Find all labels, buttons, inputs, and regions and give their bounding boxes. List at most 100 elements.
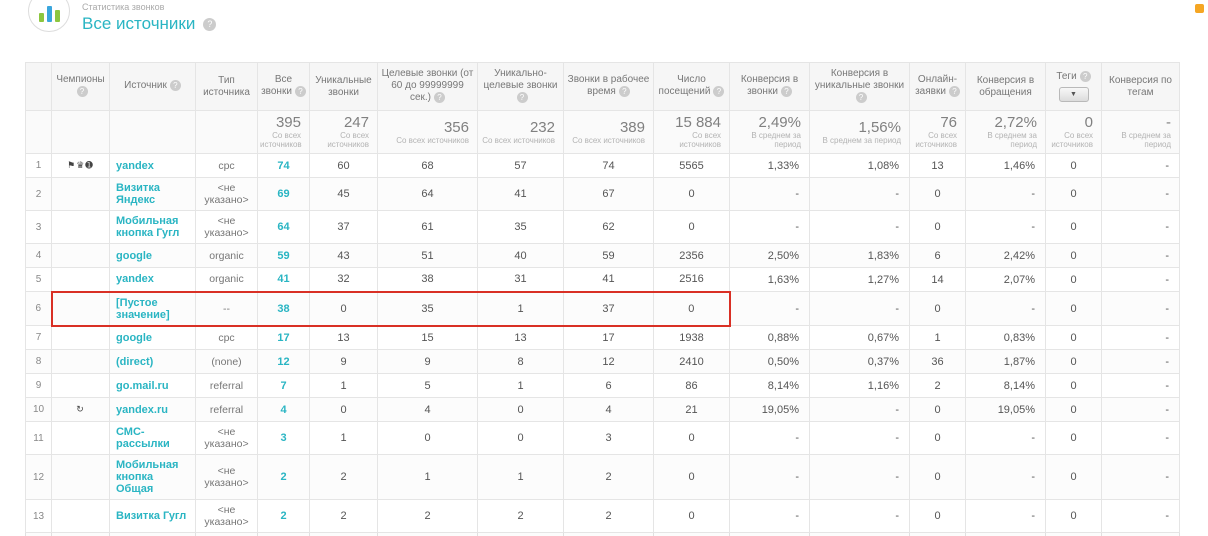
source-link[interactable]: google (116, 249, 153, 262)
cell-conv-calls: 19,05% (729, 397, 810, 422)
all-calls-link[interactable]: 64 (277, 221, 290, 233)
help-icon[interactable]: ? (434, 92, 446, 104)
help-icon[interactable]: ? (948, 86, 960, 98)
table-row: 10 ↻ yandex.ru referral 4 0 4 0 4 21 19,05% -0 19,05… (25, 397, 1180, 422)
source-type-cell: referral (195, 373, 258, 398)
help-icon[interactable]: ? (618, 86, 630, 98)
cell-online-requests: 14 (909, 267, 966, 292)
col-header-unique-target-calls[interactable]: Уникально-целевые звонки? (477, 62, 564, 111)
cell-visits: 0 (653, 454, 730, 500)
source-link[interactable]: google (116, 331, 153, 344)
app-logo[interactable] (28, 0, 70, 32)
champions-cell (51, 421, 110, 455)
cell-online-requests: 2 (909, 373, 966, 398)
source-link[interactable]: Визитка Яндекс (116, 182, 160, 206)
help-icon[interactable]: ? (294, 86, 306, 98)
cell-unique-calls: 13 (309, 325, 378, 350)
title-help-icon[interactable]: ? (203, 17, 217, 31)
cell-visits: 0 (653, 499, 730, 533)
corner-widget-icon[interactable] (1192, 4, 1204, 16)
cell-conv-tags: - (1101, 325, 1180, 350)
all-calls-link[interactable]: 59 (277, 249, 290, 262)
col-header-conv-calls[interactable]: Конверсия в звонки? (729, 62, 810, 111)
all-calls-link[interactable]: 12 (277, 355, 290, 368)
cell-conv-calls: - (729, 454, 810, 500)
col-header-tags[interactable]: Теги? ▼ (1045, 62, 1102, 111)
all-calls-link[interactable]: 38 (277, 302, 290, 315)
champions-cell (51, 267, 110, 292)
cup-icon[interactable]: ♛ (76, 160, 86, 170)
source-cell: google (109, 243, 196, 268)
summary-row: 395 Со всех источников 247 Со всех источник… (25, 110, 1180, 154)
source-link[interactable]: (direct) (116, 355, 154, 368)
flag-icon[interactable]: ⚑ (67, 160, 77, 170)
help-icon[interactable]: ? (1079, 71, 1091, 83)
col-label: Онлайн-заявки (915, 74, 958, 98)
source-link[interactable]: Мобильная кнопка Гугл (116, 215, 180, 239)
source-link[interactable]: Визитка Гугл (116, 510, 187, 522)
col-header-conv-unique-calls[interactable]: Конверсия в уникальные звонки? (809, 62, 910, 111)
help-icon[interactable]: ? (855, 92, 867, 104)
col-header-conv-tags[interactable]: Конверсия по тегам (1101, 62, 1180, 111)
all-calls-link[interactable]: 2 (280, 471, 287, 483)
summary-value: 15 884 (675, 114, 721, 131)
col-label: Конверсия в уникальные звонки (814, 68, 905, 92)
help-icon[interactable]: ? (516, 92, 528, 104)
tags-filter-dropdown[interactable]: ▼ (1058, 86, 1089, 102)
cell-conv-unique-calls: - (809, 397, 910, 422)
col-header-visits[interactable]: Число посещений? (653, 62, 730, 111)
col-header-source-type[interactable]: Тип источника (195, 62, 258, 111)
cell-all-calls: 69 (257, 177, 310, 211)
source-type-cell: referral (195, 397, 258, 422)
summary-value: 232 (529, 118, 555, 136)
all-calls-link[interactable]: 69 (277, 188, 290, 200)
col-header-all-calls[interactable]: Все звонки? (257, 62, 310, 111)
cell-visits: 2516 (653, 267, 730, 292)
summary-value: 76 (940, 114, 957, 131)
cell-all-calls: 2 (257, 499, 310, 533)
medal-icon[interactable]: ➊ (85, 160, 94, 170)
col-header-source[interactable]: Источник? (109, 62, 196, 111)
cell-work-hours-calls: 2 (563, 454, 654, 500)
all-calls-link[interactable]: 3 (280, 432, 287, 444)
source-link[interactable]: yandex (116, 159, 154, 172)
col-header-champions[interactable]: Чемпионы? (51, 62, 110, 111)
cell-unique-target-calls: 40 (477, 243, 564, 268)
champions-cell (51, 373, 110, 398)
source-link[interactable]: СМС-рассылки (116, 426, 170, 450)
all-calls-link[interactable]: 41 (277, 273, 290, 286)
all-calls-link[interactable]: 17 (277, 331, 290, 344)
col-header-unique-calls[interactable]: Уникальные звонки (309, 62, 378, 111)
all-calls-link[interactable]: 7 (280, 379, 287, 392)
help-icon[interactable]: ? (713, 86, 725, 98)
all-calls-link[interactable]: 2 (280, 510, 287, 522)
help-icon[interactable]: ? (76, 86, 88, 98)
help-icon[interactable]: ? (169, 80, 181, 92)
cell-unique-calls: 9 (309, 349, 378, 374)
source-link[interactable]: Мобильная кнопка Общая (116, 459, 179, 495)
help-icon[interactable]: ? (780, 86, 792, 98)
cell-conv-calls: - (729, 421, 810, 455)
row-number-header (25, 62, 52, 111)
source-link[interactable]: go.mail.ru (116, 379, 169, 392)
source-link[interactable]: yandex (116, 273, 154, 286)
cell-unique-target-calls: 2 (477, 499, 564, 533)
source-link[interactable]: yandex.ru (116, 403, 168, 416)
summary-cell-all-calls: 395 Со всех источников (257, 110, 310, 154)
cell-conv-tags: - (1101, 153, 1180, 178)
col-header-work-hours-calls[interactable]: Звонки в рабочее время? (563, 62, 654, 111)
cell-conv-inquiries: 1,46% (965, 153, 1046, 178)
cell-conv-unique-calls: - (809, 421, 910, 455)
summary-value: 395 (275, 114, 301, 131)
cell-online-requests: 0 (909, 454, 966, 500)
all-calls-link[interactable]: 4 (280, 403, 287, 416)
refresh-icon[interactable]: ↻ (76, 404, 85, 414)
cell-visits: 0 (653, 210, 730, 244)
all-calls-link[interactable]: 74 (277, 159, 290, 172)
col-header-conv-inquiries[interactable]: Конверсия в обращения (965, 62, 1046, 111)
col-header-online-requests[interactable]: Онлайн-заявки? (909, 62, 966, 111)
col-header-target-calls[interactable]: Целевые звонки (от 60 до 99999999 сек.)? (377, 62, 478, 111)
source-type-cell: organic (195, 243, 258, 268)
source-link[interactable]: [Пустое значение] (116, 296, 170, 321)
cell-online-requests: 36 (909, 349, 966, 374)
